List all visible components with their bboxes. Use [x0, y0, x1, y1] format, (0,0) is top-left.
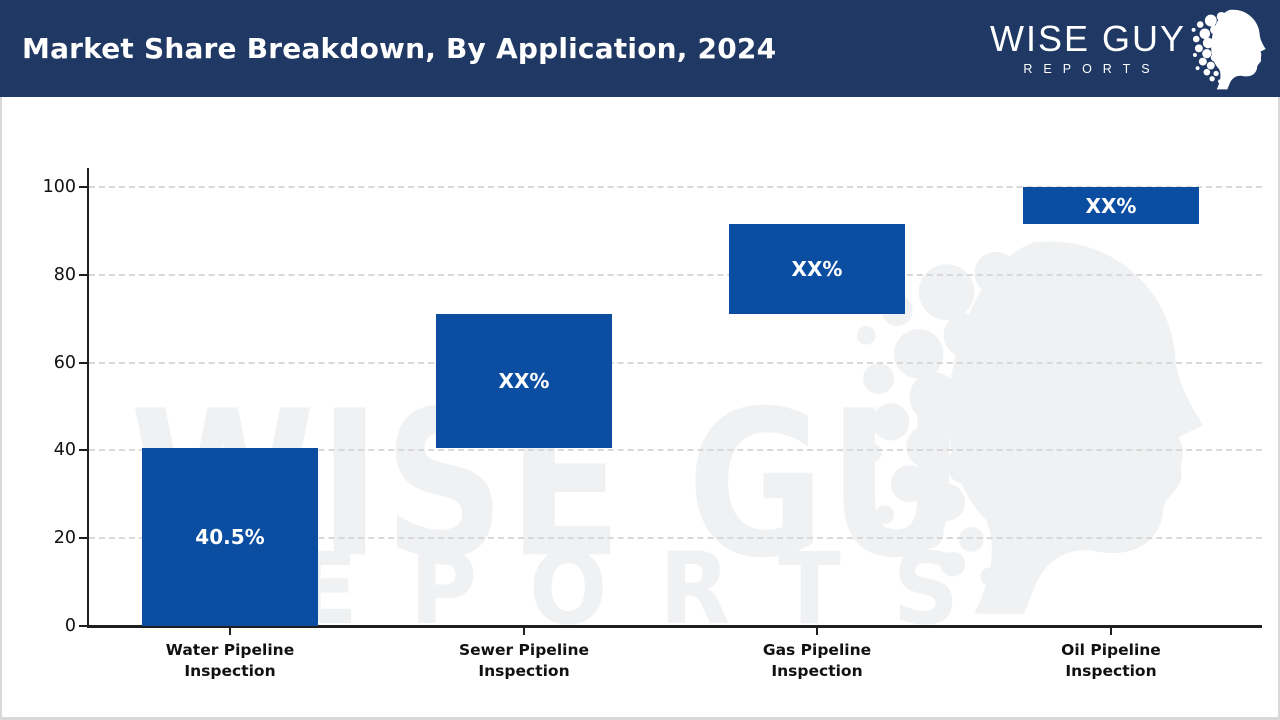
logo-face-icon — [1191, 9, 1266, 89]
x-tick-mark-oil-pipeline-inspection — [1110, 628, 1112, 635]
chart-title: Market Share Breakdown, By Application, … — [22, 32, 777, 65]
wise-guy-reports-logo: WISE GUY REPORTS — [990, 6, 1268, 92]
bar-gas-pipeline-inspection: XX% — [729, 224, 905, 315]
logo-wordmark: WISE GUY — [989, 18, 1186, 59]
y-tick-mark-40 — [79, 449, 87, 452]
gridline-100 — [89, 186, 1262, 188]
y-tick-label-60: 60 — [53, 352, 76, 373]
x-tick-mark-sewer-pipeline-inspection — [523, 628, 525, 635]
header-banner: Market Share Breakdown, By Application, … — [0, 0, 1280, 97]
x-tick-label-oil-pipeline-inspection: Oil Pipeline Inspection — [961, 640, 1261, 682]
x-tick-mark-gas-pipeline-inspection — [816, 628, 818, 635]
y-tick-label-80: 80 — [53, 264, 76, 285]
y-tick-label-20: 20 — [53, 528, 76, 549]
logo-text: WISE GUY REPORTS — [989, 18, 1186, 77]
x-axis-line — [87, 625, 1262, 628]
y-tick-label-40: 40 — [53, 440, 76, 461]
x-tick-label-line: Sewer Pipeline — [458, 641, 589, 659]
x-tick-label-sewer-pipeline-inspection: Sewer Pipeline Inspection — [374, 640, 674, 682]
gridline-80 — [89, 273, 1262, 276]
bar-value-label: XX% — [1085, 193, 1137, 218]
y-tick-mark-60 — [79, 361, 87, 364]
x-tick-label-line: Oil Pipeline — [1061, 641, 1161, 659]
y-axis-line — [87, 168, 89, 628]
y-tick-label-100: 100 — [42, 177, 76, 197]
logo-subtitle: REPORTS — [1023, 62, 1161, 76]
x-tick-label-gas-pipeline-inspection: Gas Pipeline Inspection — [667, 640, 967, 682]
x-tick-label-line: Inspection — [478, 661, 570, 680]
y-tick-mark-100 — [79, 186, 87, 188]
x-tick-label-line: Water Pipeline — [165, 641, 295, 659]
bar-water-pipeline-inspection: 40.5% — [142, 448, 318, 626]
x-tick-mark-water-pipeline-inspection — [229, 628, 231, 635]
x-tick-label-line: Inspection — [771, 661, 863, 680]
y-tick-label-0: 0 — [64, 616, 76, 636]
x-tick-label-line: Inspection — [184, 661, 276, 680]
bar-oil-pipeline-inspection: XX% — [1023, 187, 1199, 225]
bar-value-label: XX% — [791, 257, 843, 282]
x-tick-label-water-pipeline-inspection: Water Pipeline Inspection — [80, 640, 380, 682]
bar-sewer-pipeline-inspection: XX% — [436, 314, 612, 449]
y-tick-mark-80 — [79, 273, 87, 276]
x-tick-label-line: Gas Pipeline — [762, 641, 872, 659]
gridline-20 — [89, 537, 1262, 540]
bar-value-label: XX% — [498, 369, 550, 394]
y-tick-mark-0 — [79, 625, 87, 627]
gridline-60 — [89, 361, 1262, 364]
x-tick-label-line: Inspection — [1065, 661, 1157, 680]
gridline-40 — [89, 449, 1262, 452]
bar-value-label: 40.5% — [195, 525, 265, 550]
y-tick-mark-20 — [79, 537, 87, 540]
